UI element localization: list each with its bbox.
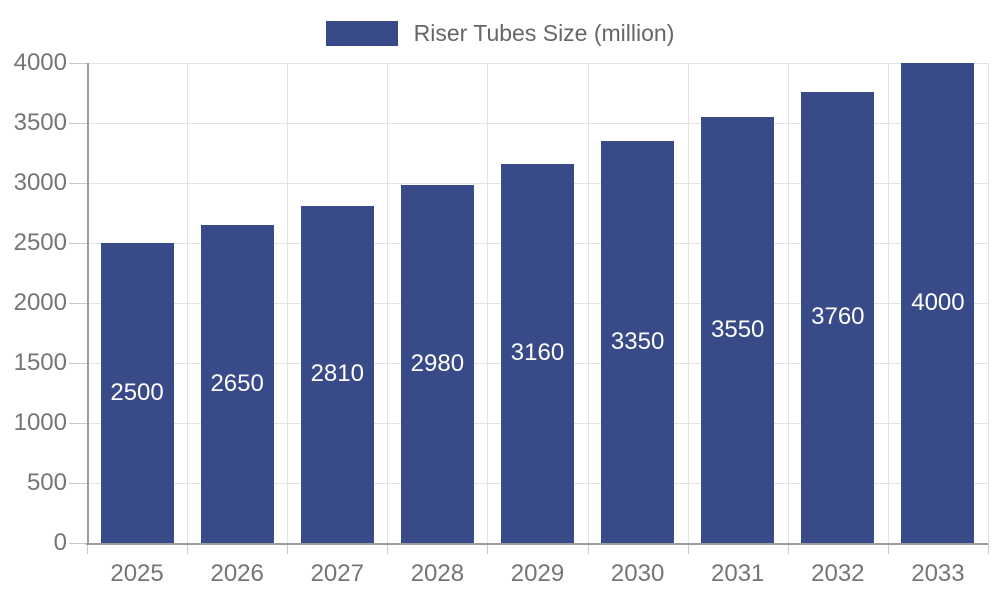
legend[interactable]: Riser Tubes Size (million) [0,18,1000,48]
x-axis-tick [287,543,289,554]
y-tick-label: 2500 [13,229,67,256]
x-axis-line [86,543,988,545]
bar-value-label: 4000 [911,289,965,316]
legend-swatch [325,20,398,46]
y-tick-label: 500 [26,469,67,496]
bar-value-label: 3760 [811,303,865,331]
x-tick-label: 2027 [310,560,364,587]
y-axis-tick [69,63,87,64]
gridline-vertical [387,63,389,543]
bar-value-label: 3550 [711,316,765,343]
gridline-vertical [287,63,289,543]
x-tick-label: 2033 [911,560,965,587]
x-axis-tick [687,543,689,554]
bar-2033[interactable]: 4000 [901,63,975,543]
x-tick-label: 2028 [410,560,465,587]
bar-2028[interactable]: 2980 [400,185,474,543]
y-axis-tick [69,183,87,184]
legend-label: Riser Tubes Size (million) [413,19,675,46]
bar-2029[interactable]: 3160 [501,163,574,543]
gridline-vertical [187,63,189,543]
bar-2032[interactable]: 3760 [801,91,875,543]
gridline-horizontal [87,63,988,64]
y-tick-label: 3500 [13,109,67,136]
x-tick-label: 2026 [210,560,264,587]
x-tick-label: 2030 [610,560,665,587]
y-axis-tick [69,543,87,544]
bar-value-label: 3160 [510,339,565,367]
x-tick-label: 2032 [811,560,865,587]
y-tick-label: 3000 [13,169,67,196]
y-axis-tick [69,483,87,484]
bar-2031[interactable]: 3550 [701,117,775,543]
gridline-vertical [988,63,989,543]
bar-2025[interactable]: 2500 [100,243,174,543]
bar-2030[interactable]: 3350 [601,141,675,543]
gridline-vertical [487,63,489,543]
x-tick-label: 2025 [110,560,164,587]
x-axis-tick [187,543,189,554]
x-axis-tick [887,543,889,554]
x-axis-tick [787,543,789,554]
bar-value-label: 2500 [110,379,164,406]
y-tick-label: 2000 [13,289,67,316]
gridline-horizontal [87,123,988,124]
y-tick-label: 0 [53,529,67,556]
y-axis-tick [69,303,87,304]
bar-value-label: 2650 [210,370,264,397]
y-axis-tick [69,123,87,124]
y-tick-label: 4000 [13,49,67,76]
x-tick-label: 2029 [510,560,565,587]
gridline-vertical [887,63,889,543]
y-axis-tick [69,363,87,364]
gridline-vertical [787,63,789,543]
gridline-vertical [587,63,589,543]
x-tick-label: 2031 [711,560,765,587]
bar-value-label: 3350 [610,328,665,355]
x-axis-tick [487,543,489,554]
bar-2027[interactable]: 2810 [300,205,374,543]
x-axis-tick [988,543,989,554]
y-tick-label: 1000 [13,409,67,436]
x-axis-tick [387,543,389,554]
gridline-vertical [687,63,689,543]
bar-value-label: 2980 [410,350,465,378]
y-axis-line [87,63,89,543]
y-axis-tick [69,423,87,424]
x-axis-tick [587,543,589,554]
y-axis-tick [69,243,87,244]
bar-2026[interactable]: 2650 [200,225,274,543]
bar-value-label: 2810 [310,360,364,388]
y-tick-label: 1500 [13,349,67,376]
x-axis-tick [87,543,88,554]
